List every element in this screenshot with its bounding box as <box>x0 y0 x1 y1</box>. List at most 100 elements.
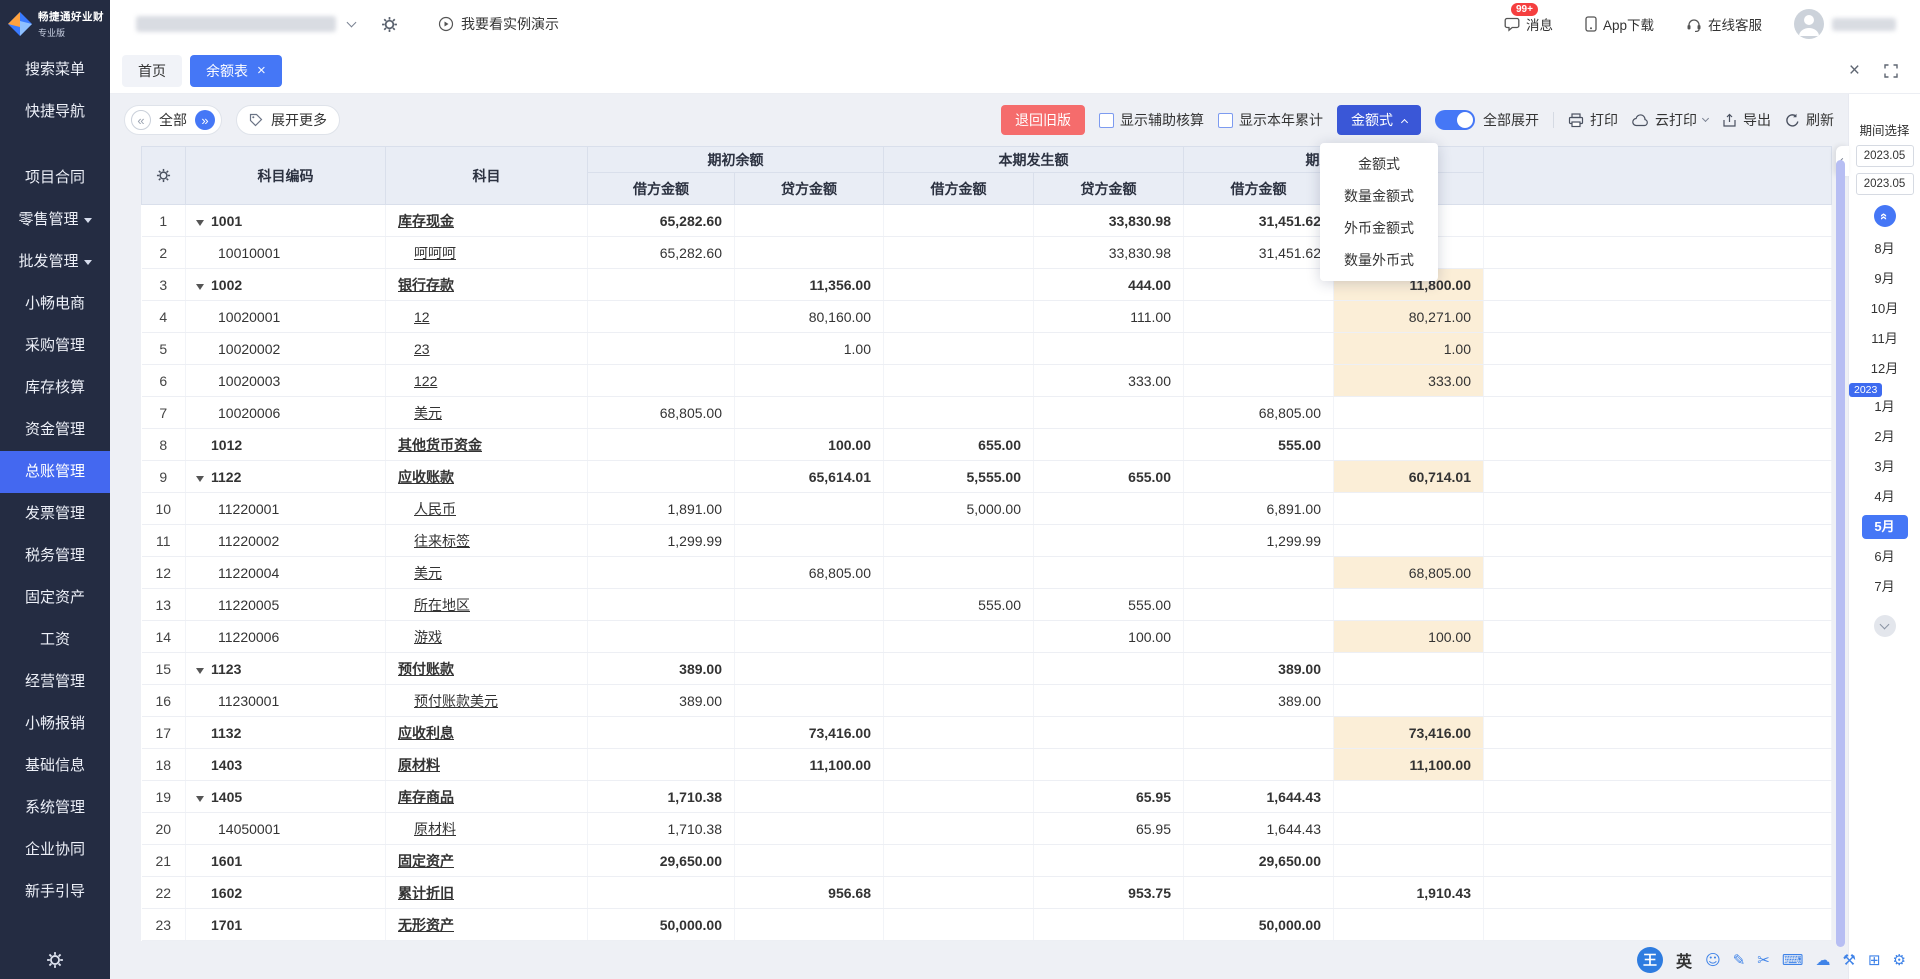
month-item[interactable]: 8月 <box>1874 241 1895 256</box>
tab-close-icon[interactable]: × <box>257 62 266 79</box>
col-header-debit[interactable]: 借方金额 <box>883 172 1034 205</box>
table-row[interactable]: 22 1602 累计折旧 956.68 953.75 1,910.43 <box>141 876 1832 909</box>
month-item[interactable]: 11月 <box>1871 331 1898 346</box>
col-header-name[interactable]: 科目 <box>385 146 588 205</box>
sidebar-item[interactable]: 企业协同 <box>0 829 110 871</box>
sidebar-item[interactable]: 发票管理 <box>0 493 110 535</box>
sidebar-item[interactable]: 资金管理 <box>0 409 110 451</box>
close-all-tabs-icon[interactable]: × <box>1848 60 1860 81</box>
tab[interactable]: 余额表 × <box>190 54 282 87</box>
col-header-debit[interactable]: 借方金额 <box>587 172 735 205</box>
table-row[interactable]: 13 11220005 所在地区 555.00 555.00 <box>141 588 1832 621</box>
table-row[interactable]: 1 1001 库存现金 65,282.60 33,830.98 31,451.62 <box>141 204 1832 237</box>
sidebar-item[interactable]: 基础信息 <box>0 745 110 787</box>
sidebar-item[interactable]: 零售管理 <box>0 199 110 241</box>
sidebar-settings-button[interactable] <box>0 951 110 969</box>
account-name-link[interactable]: 库存现金 <box>398 212 454 229</box>
user-menu[interactable] <box>1794 9 1896 39</box>
table-row[interactable]: 18 1403 原材料 11,100.00 11,100.00 <box>141 748 1832 781</box>
sidebar-item[interactable]: 系统管理 <box>0 787 110 829</box>
table-row[interactable]: 21 1601 固定资产 29,650.00 29,650.00 <box>141 844 1832 877</box>
table-row[interactable]: 20 14050001 原材料 1,710.38 65.95 1,644.43 <box>141 812 1832 845</box>
tab[interactable]: 首页 <box>122 54 182 87</box>
format-menu-item[interactable]: 金额式 <box>1358 156 1400 172</box>
ime-language-mode[interactable]: 英 <box>1676 954 1693 971</box>
col-header-credit[interactable]: 贷方金额 <box>1033 172 1184 205</box>
account-name-link[interactable]: 累计折旧 <box>398 884 454 901</box>
account-name-link[interactable]: 预付账款美元 <box>414 692 498 709</box>
sidebar-item[interactable]: 快捷导航 <box>0 91 110 133</box>
month-item[interactable]: 10月 <box>1870 301 1899 316</box>
sidebar-item[interactable]: 库存核算 <box>0 367 110 409</box>
scroll-months-up-button[interactable]: « <box>1873 205 1896 227</box>
app-download-button[interactable]: App下载 <box>1585 14 1654 34</box>
period-from[interactable]: 2023.05 <box>1855 145 1914 167</box>
account-name-link[interactable]: 人民币 <box>414 500 456 517</box>
table-row[interactable]: 7 10020006 美元 68,805.00 68,805.00 <box>141 396 1832 429</box>
cloud-print-button[interactable]: 云打印 <box>1632 110 1710 130</box>
account-name-link[interactable]: 122 <box>414 372 438 389</box>
collapse-triangle-icon[interactable] <box>196 795 204 802</box>
table-row[interactable]: 12 11220004 美元 68,805.00 68,805.00 <box>141 556 1832 589</box>
account-name-link[interactable]: 游戏 <box>414 628 442 645</box>
cloud-icon[interactable]: ☁ <box>1815 951 1831 969</box>
account-name-link[interactable]: 所在地区 <box>414 596 470 613</box>
sidebar-item[interactable]: 批发管理 <box>0 241 110 283</box>
table-row[interactable]: 17 1132 应收利息 73,416.00 73,416.00 <box>141 716 1832 749</box>
back-to-old-version-button[interactable]: 退回旧版 <box>1001 105 1085 135</box>
maximize-icon[interactable] <box>1884 63 1898 78</box>
account-level-select[interactable]: « 全部 » <box>124 105 222 135</box>
sidebar-item[interactable]: 新手引导 <box>0 871 110 913</box>
table-row[interactable]: 23 1701 无形资产 50,000.00 50,000.00 <box>141 908 1832 941</box>
table-row[interactable]: 5 10020002 23 1.00 1.00 <box>141 332 1832 365</box>
sidebar-item[interactable]: 小畅电商 <box>0 283 110 325</box>
print-button[interactable]: 打印 <box>1568 110 1618 130</box>
support-button[interactable]: 在线客服 <box>1686 14 1762 34</box>
month-item[interactable]: 6月 <box>1874 549 1895 564</box>
show-aux-accounting-checkbox[interactable]: 显示辅助核算 <box>1099 110 1204 130</box>
account-name-link[interactable]: 其他货币资金 <box>398 436 482 453</box>
messages-button[interactable]: 99+ 消息 <box>1504 2 1553 34</box>
sidebar-item[interactable]: 项目合同 <box>0 157 110 199</box>
account-name-link[interactable]: 预付账款 <box>398 660 454 677</box>
column-settings-button[interactable] <box>141 146 186 205</box>
gear-icon[interactable]: ⚙ <box>1892 951 1906 969</box>
account-name-link[interactable]: 12 <box>414 308 430 325</box>
sidebar-item[interactable]: 总账管理 <box>0 451 110 493</box>
show-ytd-checkbox[interactable]: 显示本年累计 <box>1218 110 1323 130</box>
collapse-triangle-icon[interactable] <box>196 475 204 482</box>
format-menu-item[interactable]: 数量金额式 <box>1344 188 1414 204</box>
expand-level-icon[interactable]: » <box>195 110 215 130</box>
col-header-credit[interactable]: 贷方金额 <box>734 172 884 205</box>
month-item[interactable]: 12月 <box>1870 361 1899 376</box>
account-name-link[interactable]: 往来标签 <box>414 532 470 549</box>
sidebar-item[interactable]: 小畅报销 <box>0 703 110 745</box>
account-name-link[interactable]: 原材料 <box>414 820 456 837</box>
table-row[interactable]: 11 11220002 往来标签 1,299.99 1,299.99 <box>141 524 1832 557</box>
month-item[interactable]: 5月 <box>1861 515 1908 539</box>
sidebar-item[interactable]: 固定资产 <box>0 577 110 619</box>
month-item[interactable]: 7月 <box>1874 579 1895 594</box>
table-row[interactable]: 15 1123 预付账款 389.00 389.00 <box>141 652 1832 685</box>
sidebar-item[interactable]: 税务管理 <box>0 535 110 577</box>
account-name-link[interactable]: 银行存款 <box>398 276 454 293</box>
keyboard-icon[interactable]: ⌨ <box>1781 951 1804 969</box>
tools-icon[interactable]: ⚒ <box>1842 951 1856 969</box>
ime-logo[interactable]: 王 <box>1637 947 1664 973</box>
collapse-triangle-icon[interactable] <box>196 283 204 290</box>
grid-icon[interactable]: ⊞ <box>1867 951 1881 969</box>
account-name-link[interactable]: 美元 <box>414 404 442 421</box>
collapse-triangle-icon[interactable] <box>196 219 204 226</box>
month-item[interactable]: 9月 <box>1874 271 1895 286</box>
sidebar-item[interactable]: 采购管理 <box>0 325 110 367</box>
table-row[interactable]: 4 10020001 12 80,160.00 111.00 80,271.00 <box>141 300 1832 333</box>
scissors-icon[interactable]: ✂ <box>1757 951 1770 969</box>
sidebar-item[interactable]: 搜索菜单 <box>0 49 110 91</box>
collapse-triangle-icon[interactable] <box>196 667 204 674</box>
table-row[interactable]: 6 10020003 122 333.00 333.00 <box>141 364 1832 397</box>
export-button[interactable]: 导出 <box>1722 110 1771 130</box>
table-row[interactable]: 16 11230001 预付账款美元 389.00 389.00 <box>141 684 1832 717</box>
settings-button[interactable] <box>381 16 398 33</box>
account-name-link[interactable]: 23 <box>414 340 430 357</box>
table-row[interactable]: 10 11220001 人民币 1,891.00 5,000.00 6,891.00 <box>141 492 1832 525</box>
